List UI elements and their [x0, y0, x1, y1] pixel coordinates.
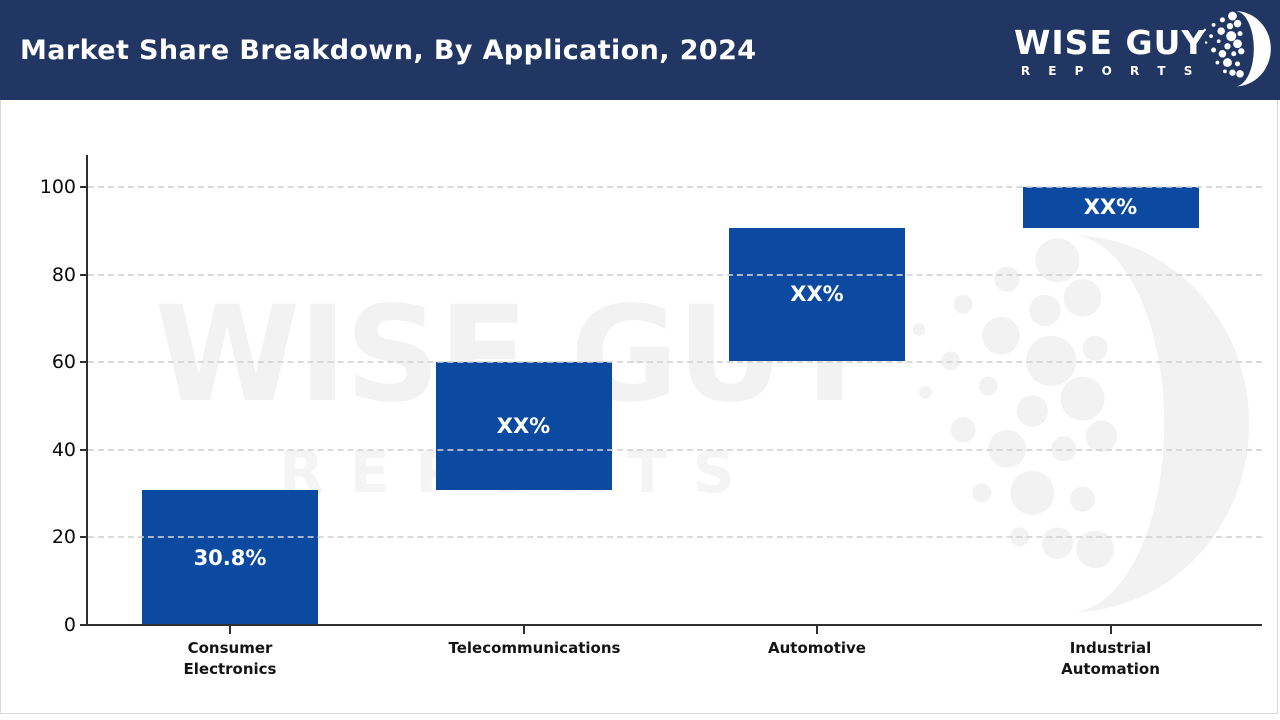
- y-axis-tick-label: 60: [51, 351, 76, 374]
- bar-telecommunications[interactable]: XX%: [435, 362, 612, 491]
- y-axis-tick: [80, 361, 87, 364]
- y-axis-tick-label: 20: [51, 526, 76, 549]
- bar-value-label: XX%: [496, 414, 551, 439]
- y-axis-tick: [80, 273, 87, 276]
- x-axis-tick: [1109, 626, 1112, 634]
- x-axis-tick: [522, 626, 525, 634]
- y-axis-tick-label: 40: [51, 438, 76, 461]
- x-axis-category-label: Automotive: [768, 639, 866, 657]
- y-axis-tick: [80, 448, 87, 451]
- bar-consumer-electronics[interactable]: 30.8%: [142, 490, 318, 625]
- brand-head-icon: [1203, 11, 1272, 87]
- x-axis-category-label: Telecommunications: [448, 639, 621, 657]
- header-band: Market Share Breakdown, By Application, …: [0, 0, 1280, 100]
- bar-value-label: XX%: [1083, 195, 1138, 220]
- bar-value-label: 30.8%: [193, 545, 267, 570]
- x-axis-category-label: Industrial Automation: [1061, 639, 1160, 678]
- bar-industrial-automation[interactable]: XX%: [1022, 187, 1199, 228]
- y-axis-tick-label: 80: [51, 263, 76, 286]
- chart-title: Market Share Breakdown, By Application, …: [20, 34, 757, 66]
- x-axis-tick: [229, 626, 231, 634]
- bar-value-label: XX%: [790, 282, 844, 307]
- brand-logo: WISE GUY R E P O R T S: [1014, 6, 1272, 94]
- y-axis-tick-label: 0: [63, 614, 76, 636]
- y-axis-tick: [80, 624, 87, 626]
- bar-automotive[interactable]: XX%: [729, 227, 905, 361]
- y-axis-tick: [80, 186, 87, 188]
- brand-name: WISE GUY: [1014, 22, 1207, 62]
- brand-subtitle: R E P O R T S: [1020, 63, 1200, 78]
- watermark-head-icon: [912, 235, 1250, 613]
- y-axis-line: [86, 155, 88, 625]
- y-axis-tick: [80, 536, 87, 539]
- brand-logo-text: WISE GUY R E P O R T S: [1014, 23, 1206, 78]
- y-axis-tick-label: 100: [39, 176, 76, 198]
- x-axis-tick: [816, 626, 818, 634]
- x-axis-category-label: Consumer Electronics: [183, 639, 277, 678]
- x-axis-line: [80, 624, 1262, 626]
